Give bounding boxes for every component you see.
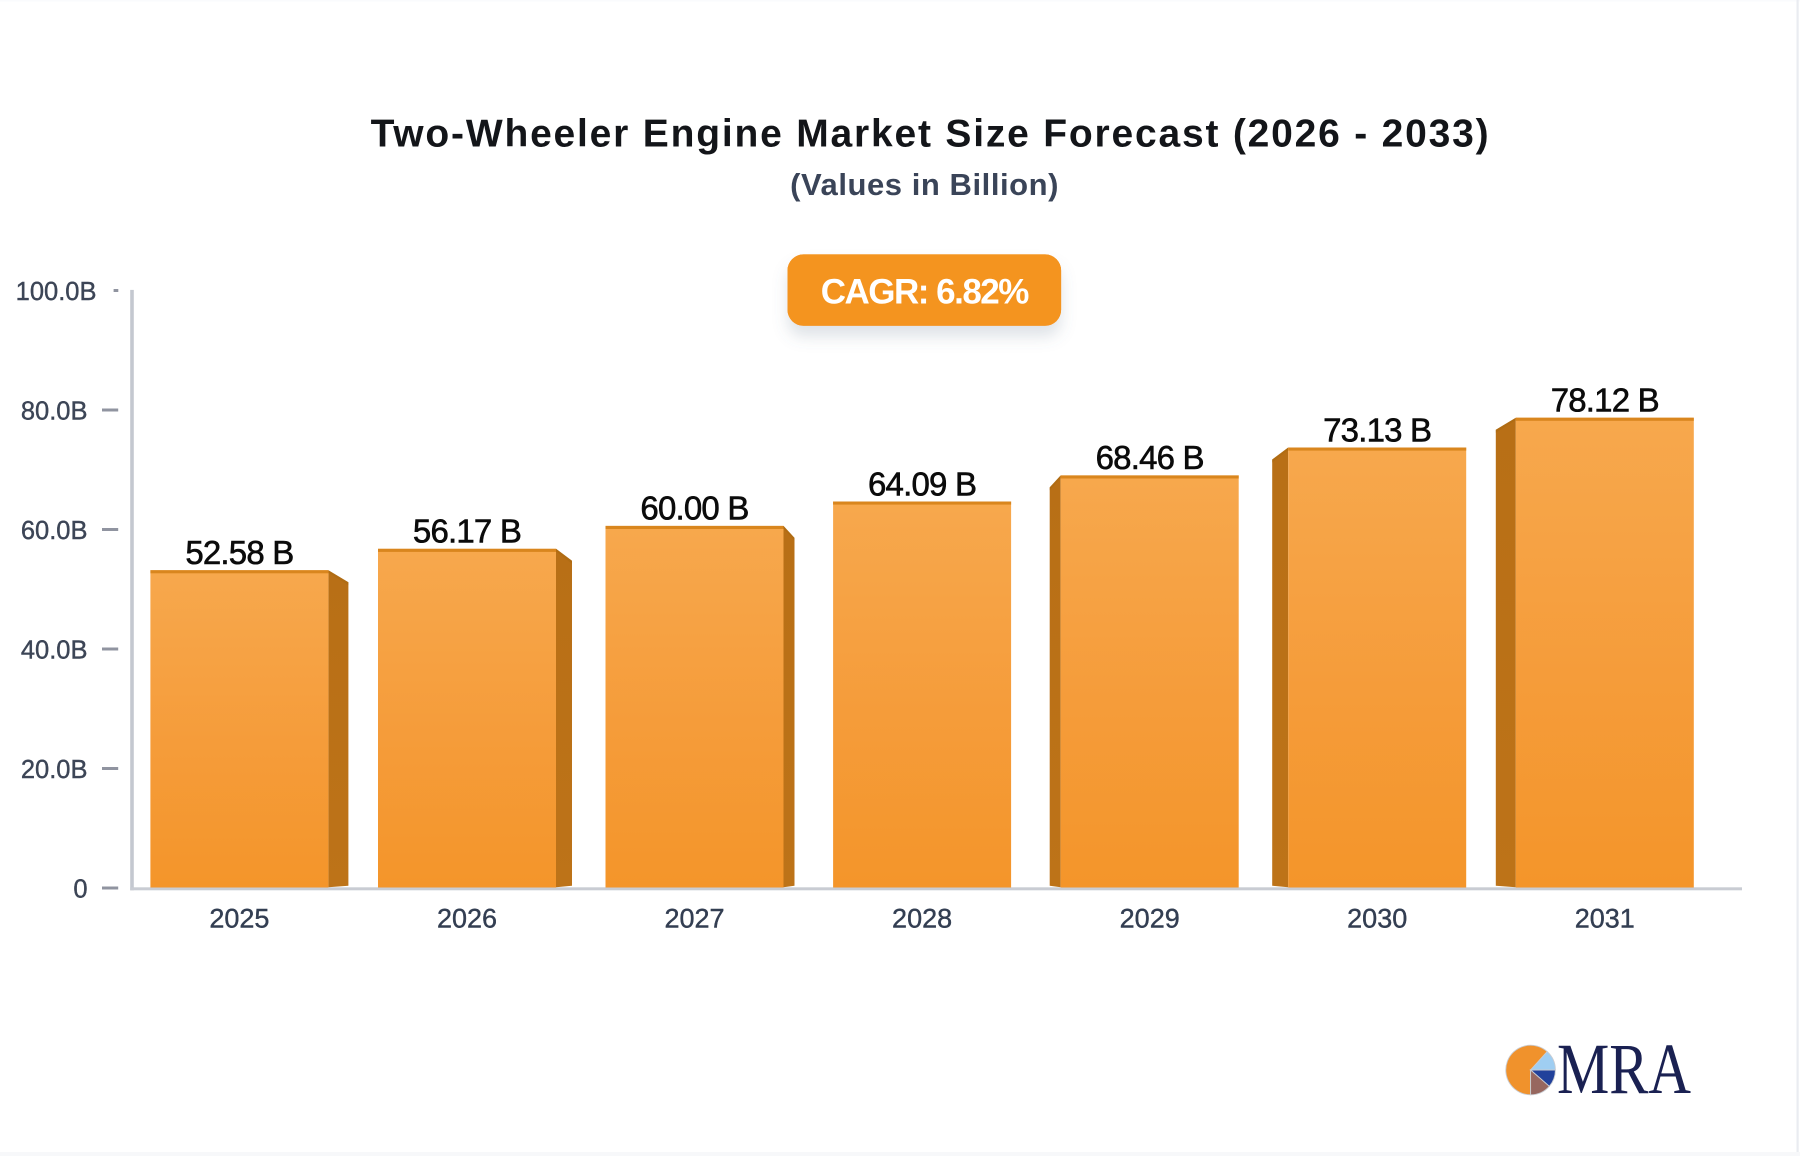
svg-text:80.0B: 80.0B xyxy=(21,398,88,426)
svg-text:20.0B: 20.0B xyxy=(21,756,88,784)
svg-text:0: 0 xyxy=(73,876,87,904)
svg-text:60.0B: 60.0B xyxy=(21,517,88,545)
svg-text:MRA: MRA xyxy=(1557,1029,1691,1109)
svg-text:2028: 2028 xyxy=(892,904,952,934)
svg-text:73.13 B: 73.13 B xyxy=(1323,411,1431,448)
svg-text:(Values in Billion): (Values in Billion) xyxy=(790,167,1059,202)
svg-text:2030: 2030 xyxy=(1347,904,1407,934)
svg-text:2025: 2025 xyxy=(209,904,269,934)
svg-text:40.0B: 40.0B xyxy=(21,637,88,665)
svg-text:Two-Wheeler Engine Market Size: Two-Wheeler Engine Market Size Forecast … xyxy=(371,113,1491,156)
svg-text:2029: 2029 xyxy=(1120,904,1180,934)
svg-text:CAGR: 6.82%: CAGR: 6.82% xyxy=(821,272,1030,311)
svg-text:56.17 B: 56.17 B xyxy=(413,513,521,550)
svg-text:2026: 2026 xyxy=(437,904,497,934)
svg-text:64.09 B: 64.09 B xyxy=(868,465,976,502)
svg-text:78.12 B: 78.12 B xyxy=(1551,382,1659,419)
svg-text:2031: 2031 xyxy=(1575,904,1635,934)
svg-text:60.00 B: 60.00 B xyxy=(640,490,748,527)
svg-text:68.46 B: 68.46 B xyxy=(1096,439,1204,476)
svg-text:100.0B: 100.0B xyxy=(16,278,97,306)
svg-text:52.58 B: 52.58 B xyxy=(185,534,293,571)
svg-text:2027: 2027 xyxy=(664,904,724,934)
